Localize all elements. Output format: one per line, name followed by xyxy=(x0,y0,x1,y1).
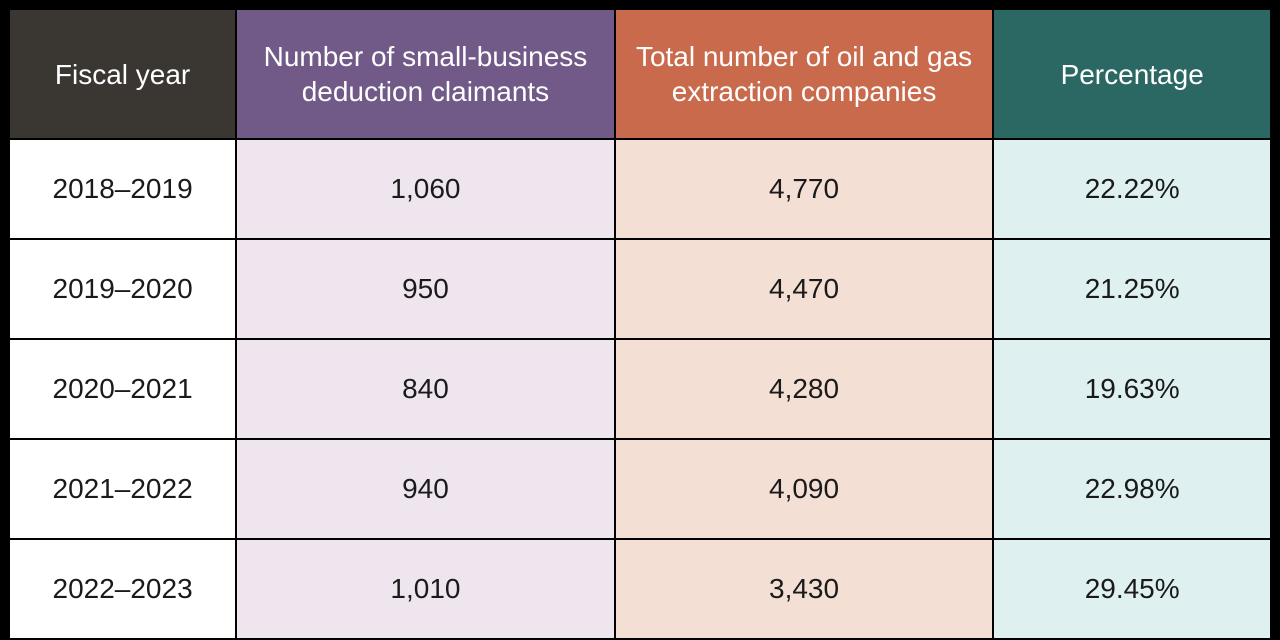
cell-claimants: 1,060 xyxy=(236,139,615,239)
cell-companies: 4,090 xyxy=(615,439,994,539)
cell-fiscal-year: 2021–2022 xyxy=(9,439,236,539)
table-frame: Fiscal year Number of small-business ded… xyxy=(0,0,1280,637)
data-table: Fiscal year Number of small-business ded… xyxy=(8,8,1272,640)
table-row: 2022–2023 1,010 3,430 29.45% xyxy=(9,539,1271,639)
cell-fiscal-year: 2020–2021 xyxy=(9,339,236,439)
cell-companies: 4,770 xyxy=(615,139,994,239)
table-header-row: Fiscal year Number of small-business ded… xyxy=(9,9,1271,139)
cell-fiscal-year: 2018–2019 xyxy=(9,139,236,239)
table-row: 2018–2019 1,060 4,770 22.22% xyxy=(9,139,1271,239)
cell-fiscal-year: 2019–2020 xyxy=(9,239,236,339)
cell-claimants: 950 xyxy=(236,239,615,339)
table-row: 2019–2020 950 4,470 21.25% xyxy=(9,239,1271,339)
col-header-companies: Total number of oil and gas extraction c… xyxy=(615,9,994,139)
cell-companies: 4,470 xyxy=(615,239,994,339)
cell-companies: 4,280 xyxy=(615,339,994,439)
cell-claimants: 940 xyxy=(236,439,615,539)
col-header-percentage: Percentage xyxy=(993,9,1271,139)
cell-percentage: 22.98% xyxy=(993,439,1271,539)
table-row: 2021–2022 940 4,090 22.98% xyxy=(9,439,1271,539)
col-header-fiscal-year: Fiscal year xyxy=(9,9,236,139)
cell-companies: 3,430 xyxy=(615,539,994,639)
cell-percentage: 19.63% xyxy=(993,339,1271,439)
cell-fiscal-year: 2022–2023 xyxy=(9,539,236,639)
cell-percentage: 29.45% xyxy=(993,539,1271,639)
cell-percentage: 22.22% xyxy=(993,139,1271,239)
col-header-claimants: Number of small-business deduction claim… xyxy=(236,9,615,139)
cell-percentage: 21.25% xyxy=(993,239,1271,339)
cell-claimants: 1,010 xyxy=(236,539,615,639)
cell-claimants: 840 xyxy=(236,339,615,439)
table-row: 2020–2021 840 4,280 19.63% xyxy=(9,339,1271,439)
